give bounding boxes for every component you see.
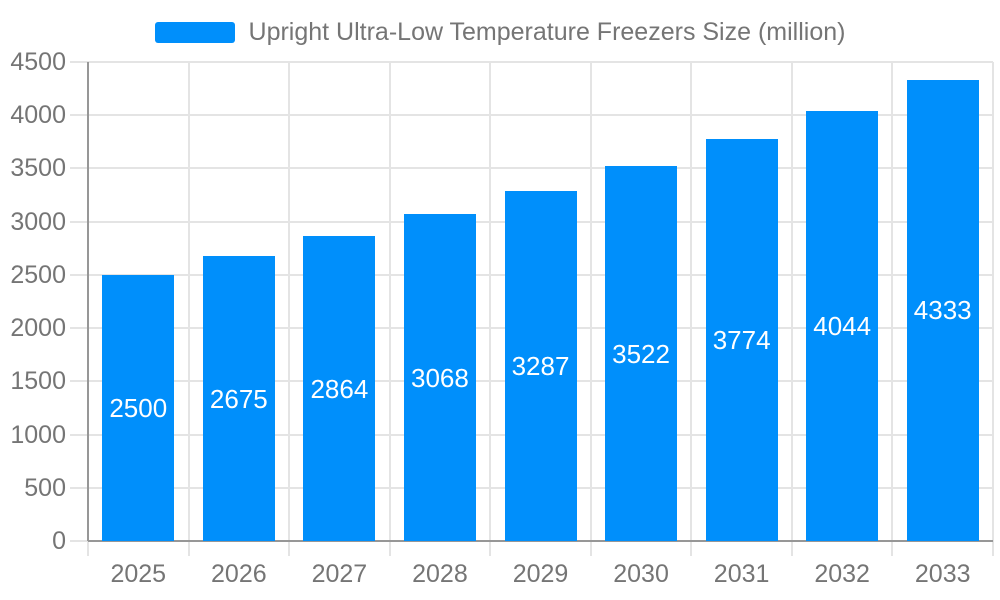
y-axis-tick bbox=[70, 273, 88, 276]
gridline-vertical bbox=[891, 62, 894, 541]
x-axis-tick bbox=[891, 541, 894, 556]
x-axis-label: 2027 bbox=[311, 560, 368, 588]
bar-2032[interactable] bbox=[806, 110, 879, 541]
gridline-vertical bbox=[187, 62, 190, 541]
y-axis-label: 2500 bbox=[10, 260, 66, 289]
y-axis-tick bbox=[70, 380, 88, 383]
x-axis-tick bbox=[87, 541, 89, 556]
y-axis-label: 3000 bbox=[10, 207, 66, 236]
gridline-horizontal bbox=[88, 114, 993, 117]
bar-2026[interactable] bbox=[202, 256, 275, 541]
x-axis-line bbox=[88, 540, 993, 542]
y-axis-tick bbox=[70, 433, 88, 436]
y-axis-label: 1500 bbox=[10, 367, 66, 396]
legend-marker-swatch bbox=[154, 22, 235, 43]
x-axis-tick bbox=[589, 541, 592, 556]
y-axis-line bbox=[87, 62, 89, 541]
plot-area: 0 500 1000 1500 2000 2500 3000 3500 4000 4500 2500… bbox=[10, 48, 994, 588]
x-axis-label: 2031 bbox=[713, 560, 770, 588]
y-axis-label: 4500 bbox=[10, 48, 66, 76]
x-axis-tick bbox=[388, 541, 391, 556]
gridline-vertical bbox=[288, 62, 291, 541]
y-axis-tick bbox=[70, 61, 88, 63]
x-axis-label: 2025 bbox=[110, 560, 167, 588]
y-axis-tick bbox=[70, 540, 88, 542]
y-axis-label: 3500 bbox=[10, 154, 66, 183]
bar-2028[interactable] bbox=[403, 214, 476, 541]
y-axis-tick bbox=[70, 327, 88, 330]
x-axis-tick bbox=[992, 541, 994, 556]
x-axis-label: 2029 bbox=[512, 560, 569, 588]
gridline-vertical bbox=[992, 62, 994, 541]
y-axis-tick bbox=[70, 167, 88, 170]
x-axis-tick bbox=[288, 541, 291, 556]
x-axis-tick bbox=[187, 541, 190, 556]
bar-2027[interactable] bbox=[303, 236, 376, 541]
bar-2030[interactable] bbox=[605, 166, 678, 541]
x-axis-label: 2026 bbox=[211, 560, 267, 588]
y-axis-tick bbox=[70, 220, 88, 223]
x-axis-label: 2032 bbox=[814, 560, 870, 588]
y-axis-tick bbox=[70, 486, 88, 489]
gridline-vertical bbox=[790, 62, 793, 541]
bar-2033[interactable] bbox=[906, 79, 979, 541]
gridline-horizontal bbox=[88, 61, 993, 63]
gridline-horizontal bbox=[88, 167, 993, 170]
gridline-vertical bbox=[388, 62, 391, 541]
gridline-vertical bbox=[690, 62, 693, 541]
x-axis-label: 2030 bbox=[613, 560, 669, 588]
y-axis-label: 4000 bbox=[10, 101, 66, 130]
bar-2031[interactable] bbox=[705, 139, 778, 541]
y-axis-label: 0 bbox=[52, 527, 66, 555]
x-axis-label: 2033 bbox=[914, 560, 971, 588]
x-axis-label: 2028 bbox=[412, 560, 468, 588]
legend-label: Upright Ultra-Low Temperature Freezers S… bbox=[248, 18, 846, 46]
y-axis-tick bbox=[70, 114, 88, 117]
gridline-vertical bbox=[589, 62, 592, 541]
x-axis-tick bbox=[489, 541, 492, 556]
bar-2025[interactable] bbox=[102, 274, 175, 541]
x-axis-tick bbox=[690, 541, 693, 556]
y-axis-label: 500 bbox=[24, 473, 66, 502]
y-axis-label: 2000 bbox=[10, 314, 66, 343]
x-axis-tick bbox=[790, 541, 793, 556]
bar-2029[interactable] bbox=[504, 191, 577, 541]
y-axis-label: 1000 bbox=[10, 420, 66, 449]
gridline-vertical bbox=[489, 62, 492, 541]
legend-item[interactable]: Upright Ultra-Low Temperature Freezers S… bbox=[0, 19, 1000, 46]
